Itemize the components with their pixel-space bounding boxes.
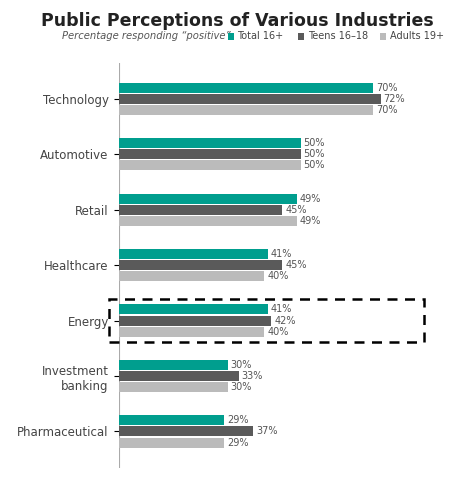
Bar [118,382,228,392]
Text: 70%: 70% [376,105,398,115]
Text: Total 16+: Total 16+ [237,31,283,41]
Bar [118,205,283,214]
Bar [118,94,381,104]
Bar [118,271,264,281]
Bar [118,138,301,148]
Text: Teens 16–18: Teens 16–18 [308,31,368,41]
Bar [118,327,264,336]
Bar [118,316,272,325]
Bar [109,299,424,342]
Bar [118,161,301,170]
Text: 70%: 70% [376,82,398,93]
Bar [118,105,374,115]
Bar [118,371,239,381]
Bar [118,82,374,93]
Bar [118,216,297,226]
Text: 42%: 42% [274,316,296,325]
Text: 50%: 50% [303,149,325,159]
Text: 37%: 37% [256,427,278,437]
Text: 45%: 45% [285,260,307,270]
Bar [118,249,268,259]
Bar [118,149,301,159]
Bar [118,360,228,370]
Bar [118,427,253,437]
Text: 29%: 29% [227,415,248,426]
Text: 50%: 50% [303,138,325,148]
Text: 72%: 72% [383,94,405,104]
Text: 33%: 33% [242,371,263,381]
Text: 29%: 29% [227,438,248,448]
Bar [118,260,283,270]
Text: 40%: 40% [267,327,289,336]
Text: Percentage responding “positive”: Percentage responding “positive” [62,31,230,41]
Text: 41%: 41% [271,249,292,259]
Text: 49%: 49% [300,194,321,203]
Text: 30%: 30% [231,382,252,392]
Bar [118,438,224,448]
Text: 50%: 50% [303,161,325,170]
Text: Adults 19+: Adults 19+ [390,31,444,41]
Text: 40%: 40% [267,271,289,281]
Bar [118,415,224,426]
Text: 45%: 45% [285,205,307,214]
Text: 41%: 41% [271,305,292,314]
Bar [118,305,268,314]
Text: Public Perceptions of Various Industries: Public Perceptions of Various Industries [41,12,433,30]
Text: 30%: 30% [231,360,252,370]
Text: 49%: 49% [300,216,321,226]
Bar [118,194,297,203]
